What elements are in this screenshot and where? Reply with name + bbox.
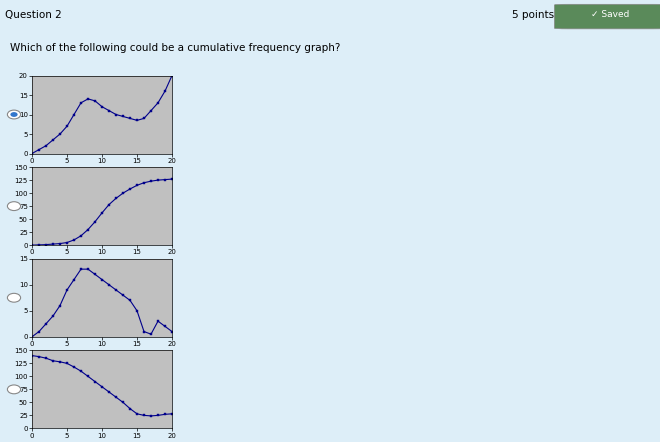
Text: Question 2: Question 2 xyxy=(5,10,62,20)
Text: ✓ Saved: ✓ Saved xyxy=(591,11,630,19)
FancyBboxPatch shape xyxy=(554,4,660,29)
Text: 5 points: 5 points xyxy=(512,10,554,20)
Text: Which of the following could be a cumulative frequency graph?: Which of the following could be a cumula… xyxy=(10,42,341,53)
